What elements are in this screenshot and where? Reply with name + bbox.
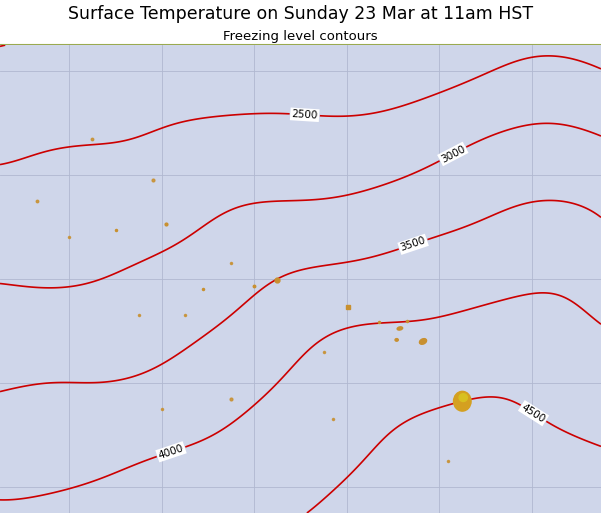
Text: Freezing level contours: Freezing level contours [223,30,378,43]
Text: Surface Temperature on Sunday 23 Mar at 11am HST: Surface Temperature on Sunday 23 Mar at … [68,5,533,23]
Ellipse shape [454,391,471,411]
Text: 2500: 2500 [291,109,318,121]
Ellipse shape [395,339,398,341]
Ellipse shape [459,393,468,402]
Text: 4500: 4500 [520,402,548,424]
Text: 3000: 3000 [439,144,467,164]
Ellipse shape [419,339,427,344]
Ellipse shape [397,327,403,330]
Text: 4000: 4000 [157,443,185,461]
Text: 3500: 3500 [399,235,427,253]
